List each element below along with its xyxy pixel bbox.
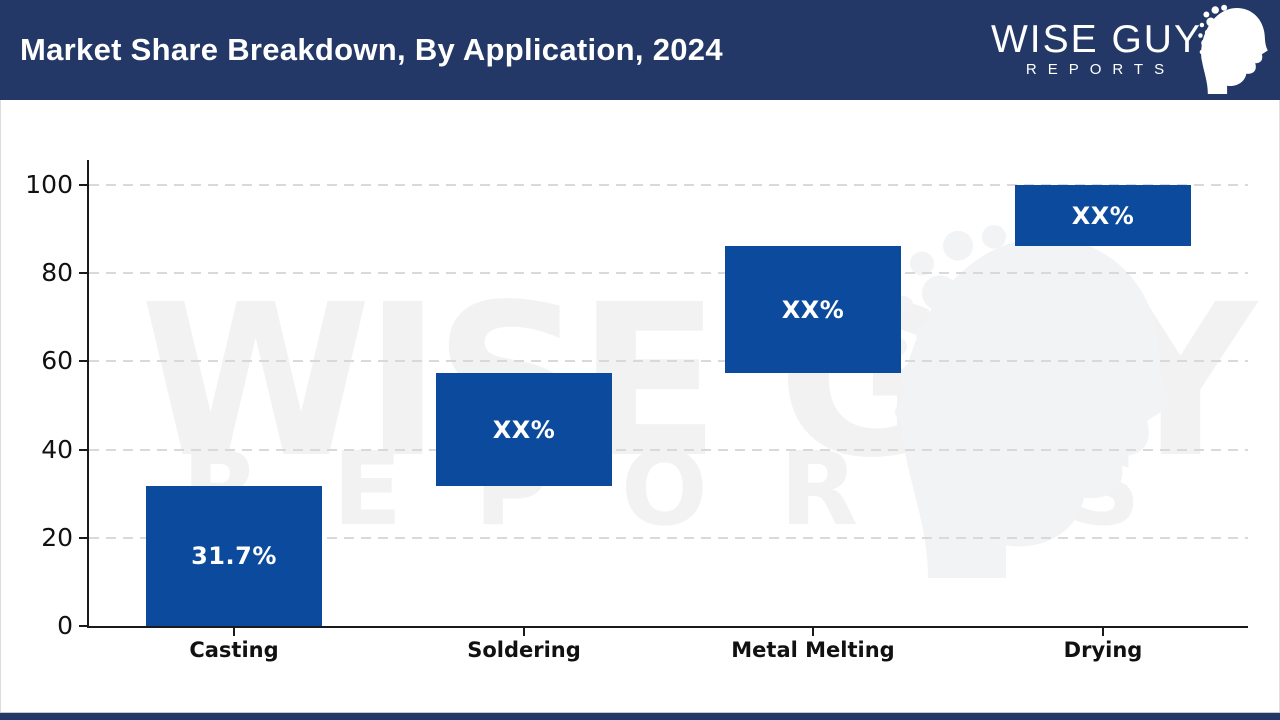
gridline [89, 272, 1248, 274]
x-tick-mark [1102, 628, 1104, 636]
x-axis-line [87, 626, 1248, 628]
bar-casting: 31.7% [146, 486, 322, 626]
wise-guy-logo: WISE GUY REPORTS [991, 4, 1270, 94]
bottom-divider [0, 712, 1280, 713]
chart-title: Market Share Breakdown, By Application, … [20, 32, 723, 67]
gridline [89, 537, 1248, 539]
footer-bar [0, 713, 1280, 720]
y-tick-label: 0 [57, 611, 73, 640]
bar-value-label: XX% [492, 415, 556, 444]
x-tick-mark [233, 628, 235, 636]
y-tick-label: 100 [25, 170, 73, 199]
logo-text: WISE GUY REPORTS [990, 17, 1202, 79]
bar-value-label: XX% [1071, 201, 1135, 230]
x-category-label: Metal Melting [731, 638, 895, 662]
gridline [89, 184, 1248, 186]
y-tick-label: 80 [41, 258, 73, 287]
bar-drying: XX% [1015, 185, 1191, 246]
watermark-head-icon [889, 224, 1171, 578]
bar-soldering: XX% [436, 373, 612, 486]
x-tick-mark [812, 628, 814, 636]
x-tick-mark [523, 628, 525, 636]
gridline [89, 449, 1248, 451]
y-tick-mark [79, 625, 87, 627]
logo-head-icon [1198, 4, 1268, 94]
y-tick-label: 40 [41, 435, 73, 464]
y-tick-mark [79, 537, 87, 539]
y-tick-mark [79, 449, 87, 451]
y-tick-label: 20 [41, 523, 73, 552]
bar-metal-melting: XX% [725, 246, 901, 373]
bar-value-label: XX% [781, 295, 845, 324]
y-tick-mark [79, 272, 87, 274]
bar-value-label: 31.7% [191, 542, 277, 570]
header: Market Share Breakdown, By Application, … [0, 0, 1280, 100]
y-axis-line [87, 160, 89, 628]
y-tick-label: 60 [41, 346, 73, 375]
y-tick-mark [79, 184, 87, 186]
x-category-label: Drying [1063, 638, 1143, 662]
logo-subtext: REPORTS [1025, 61, 1176, 79]
x-category-label: Soldering [467, 638, 581, 662]
x-category-label: Casting [189, 638, 279, 662]
y-tick-mark [79, 360, 87, 362]
gridline [89, 360, 1248, 362]
logo-wordmark: WISE GUY [990, 17, 1202, 61]
